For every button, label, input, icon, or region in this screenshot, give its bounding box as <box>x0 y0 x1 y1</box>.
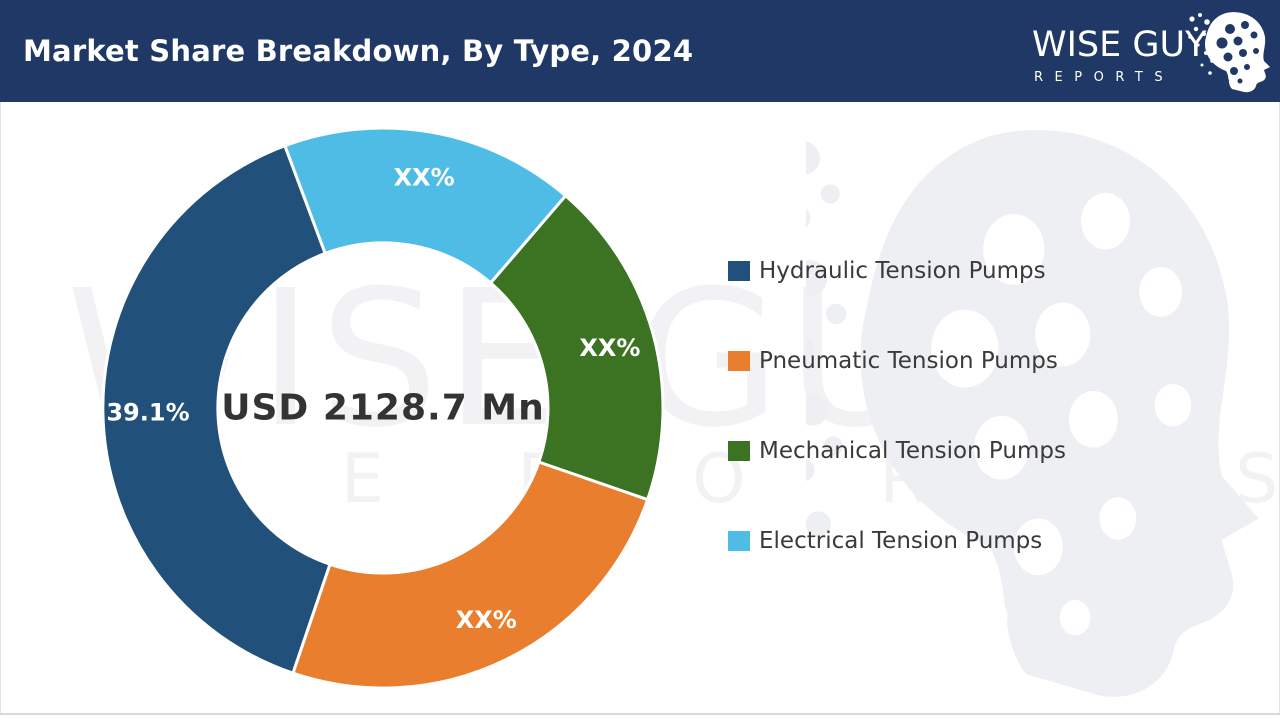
donut-slice-pneumatic-tension-pumps <box>291 460 650 690</box>
page-border-bottom <box>0 713 1280 715</box>
slice-label: XX% <box>456 606 517 634</box>
slice-label: XX% <box>579 334 640 362</box>
page-border-left <box>0 102 1 714</box>
slice-label: XX% <box>394 164 455 192</box>
legend-item: Hydraulic Tension Pumps <box>728 258 1066 284</box>
legend-item: Pneumatic Tension Pumps <box>728 348 1066 374</box>
legend-label: Mechanical Tension Pumps <box>759 438 1066 464</box>
legend-swatch <box>728 351 750 371</box>
donut-chart: 39.1% XX% XX% XX% <box>101 126 665 690</box>
header-bar: Market Share Breakdown, By Type, 2024 WI… <box>0 0 1280 102</box>
center-value: USD 2128.7 Mn <box>221 387 545 429</box>
chart-area: WISE GUY R E P O R T S 39.1% XX% XX% XX% US… <box>0 102 1280 714</box>
page-title: Market Share Breakdown, By Type, 2024 <box>23 34 694 68</box>
legend: Hydraulic Tension Pumps Pneumatic Tension… <box>728 258 1066 618</box>
legend-item: Mechanical Tension Pumps <box>728 438 1066 464</box>
donut-slice-electrical-tension-pumps <box>283 126 568 285</box>
watermark-face-icon <box>806 129 1259 697</box>
donut-slice-mechanical-tension-pumps <box>489 194 665 502</box>
legend-label: Hydraulic Tension Pumps <box>759 258 1046 284</box>
donut-slice-hydraulic-tension-pumps <box>101 144 332 675</box>
legend-item: Electrical Tension Pumps <box>728 528 1066 554</box>
legend-label: Pneumatic Tension Pumps <box>759 348 1058 374</box>
logo-wordmark: WISE GUY <box>1032 25 1207 65</box>
legend-swatch <box>728 441 750 461</box>
wise-guy-logo: WISE GUY REPORTS <box>1032 12 1270 93</box>
legend-label: Electrical Tension Pumps <box>759 528 1043 554</box>
legend-swatch <box>728 261 750 281</box>
slice-label: 39.1% <box>106 399 189 427</box>
logo-face-icon <box>1188 12 1270 93</box>
legend-swatch <box>728 531 750 551</box>
logo-subtext: REPORTS <box>1034 70 1174 85</box>
